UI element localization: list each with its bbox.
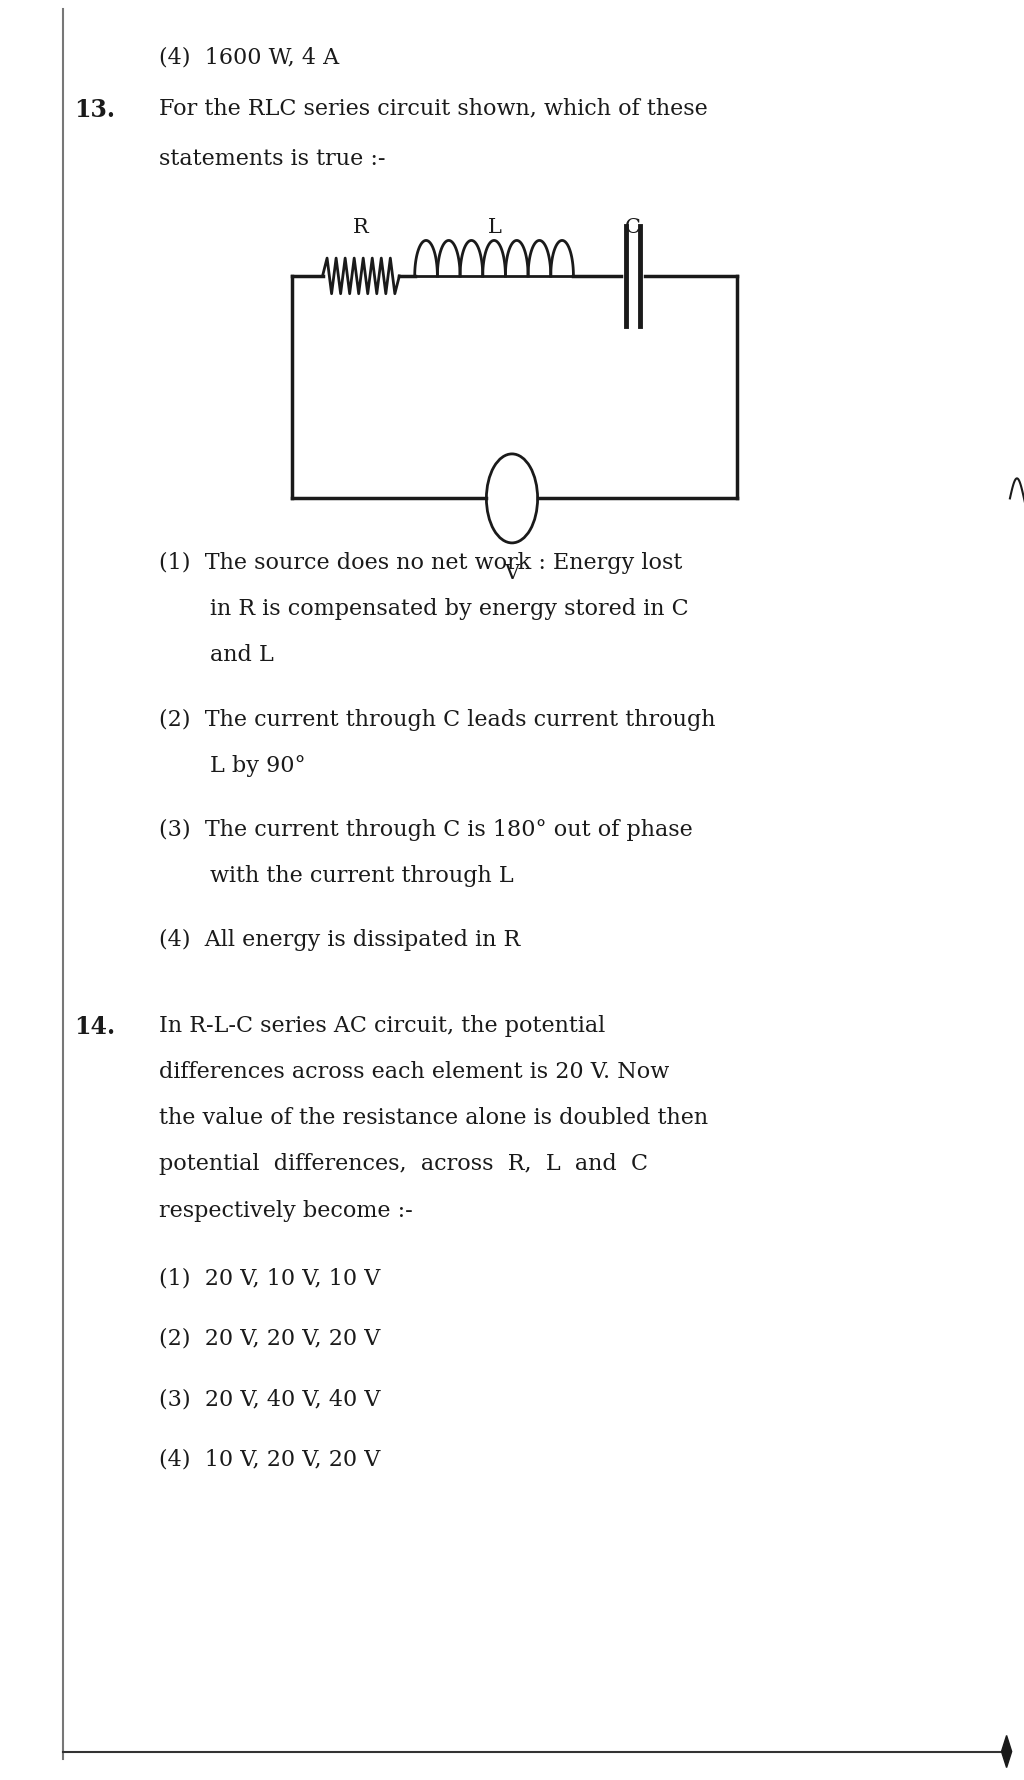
Text: in R is compensated by energy stored in C: in R is compensated by energy stored in …: [210, 598, 688, 619]
Text: (3)  The current through C is 180° out of phase: (3) The current through C is 180° out of…: [159, 819, 692, 840]
Text: 14.: 14.: [74, 1015, 115, 1038]
Text: respectively become :-: respectively become :-: [159, 1200, 413, 1221]
Text: In R-L-C series AC circuit, the potential: In R-L-C series AC circuit, the potentia…: [159, 1015, 605, 1036]
Text: statements is true :-: statements is true :-: [159, 148, 385, 169]
Text: potential  differences,  across  R,  L  and  C: potential differences, across R, L and C: [159, 1153, 648, 1175]
Text: (2)  20 V, 20 V, 20 V: (2) 20 V, 20 V, 20 V: [159, 1328, 380, 1349]
Text: (3)  20 V, 40 V, 40 V: (3) 20 V, 40 V, 40 V: [159, 1388, 380, 1410]
Text: (4)  1600 W, 4 A: (4) 1600 W, 4 A: [159, 46, 339, 68]
Polygon shape: [1001, 1736, 1012, 1768]
Text: (4)  All energy is dissipated in R: (4) All energy is dissipated in R: [159, 929, 520, 951]
Text: L: L: [487, 217, 502, 237]
Text: the value of the resistance alone is doubled then: the value of the resistance alone is dou…: [159, 1107, 708, 1129]
Text: (4)  10 V, 20 V, 20 V: (4) 10 V, 20 V, 20 V: [159, 1449, 380, 1470]
Text: R: R: [352, 217, 369, 237]
Text: For the RLC series circuit shown, which of these: For the RLC series circuit shown, which …: [159, 98, 708, 119]
Text: 13.: 13.: [74, 98, 115, 121]
Text: differences across each element is 20 V. Now: differences across each element is 20 V.…: [159, 1061, 669, 1082]
Text: V: V: [505, 564, 519, 584]
Text: (1)  20 V, 10 V, 10 V: (1) 20 V, 10 V, 10 V: [159, 1267, 380, 1289]
Text: and L: and L: [210, 644, 273, 666]
Text: L by 90°: L by 90°: [210, 755, 305, 776]
Text: C: C: [625, 217, 641, 237]
Text: (2)  The current through C leads current through: (2) The current through C leads current …: [159, 708, 715, 730]
Text: (1)  The source does no net work : Energy lost: (1) The source does no net work : Energy…: [159, 552, 682, 573]
Text: with the current through L: with the current through L: [210, 865, 514, 886]
